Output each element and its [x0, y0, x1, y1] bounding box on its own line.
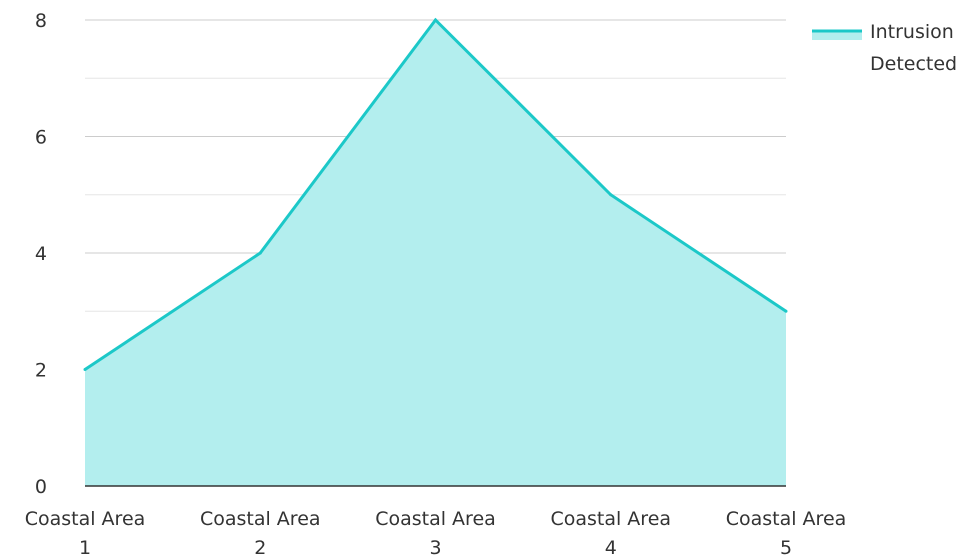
x-tick-label-line: 2	[254, 537, 266, 559]
x-tick-label-line: Coastal Area	[25, 508, 146, 530]
x-tick-label-line: Coastal Area	[550, 508, 671, 530]
legend-label: Intrusion Detected	[870, 21, 960, 75]
area-fill	[85, 20, 786, 486]
x-tick-label: Coastal Area 4	[550, 508, 671, 559]
y-tick-label: 0	[35, 476, 47, 498]
x-tick-label: Coastal Area 3	[375, 508, 496, 559]
data-point-4	[609, 193, 613, 197]
y-tick-label: 4	[35, 243, 47, 265]
y-tick-label: 2	[35, 360, 47, 382]
legend-label-line-2: Detected	[870, 53, 957, 75]
x-tick-label-line: Coastal Area	[726, 508, 847, 530]
data-point-1	[83, 368, 87, 371]
legend: Intrusion Detected	[812, 21, 960, 75]
legend-label-line-1: Intrusion	[870, 21, 954, 43]
x-tick-label: Coastal Area 5	[726, 508, 847, 559]
x-tick-label-line: Coastal Area	[375, 508, 496, 530]
x-tick-label-line: 3	[429, 537, 441, 559]
series-area	[83, 17, 788, 486]
data-point-3	[434, 18, 437, 22]
legend-swatch-fill	[812, 30, 862, 40]
x-tick-label-line: 5	[780, 537, 792, 559]
x-tick-label-line: 4	[605, 537, 617, 559]
x-tick-label: Coastal Area 2	[200, 508, 321, 559]
x-tick-label-line: 1	[79, 537, 91, 559]
x-tick-label: Coastal Area 1	[25, 508, 146, 559]
data-point-2	[258, 251, 262, 255]
y-axis-tick-labels: 0 2 4 6 8	[35, 10, 47, 498]
y-tick-label: 8	[35, 10, 47, 32]
data-point-5	[784, 309, 788, 313]
y-tick-label: 6	[35, 127, 47, 149]
x-tick-label-line: Coastal Area	[200, 508, 321, 530]
